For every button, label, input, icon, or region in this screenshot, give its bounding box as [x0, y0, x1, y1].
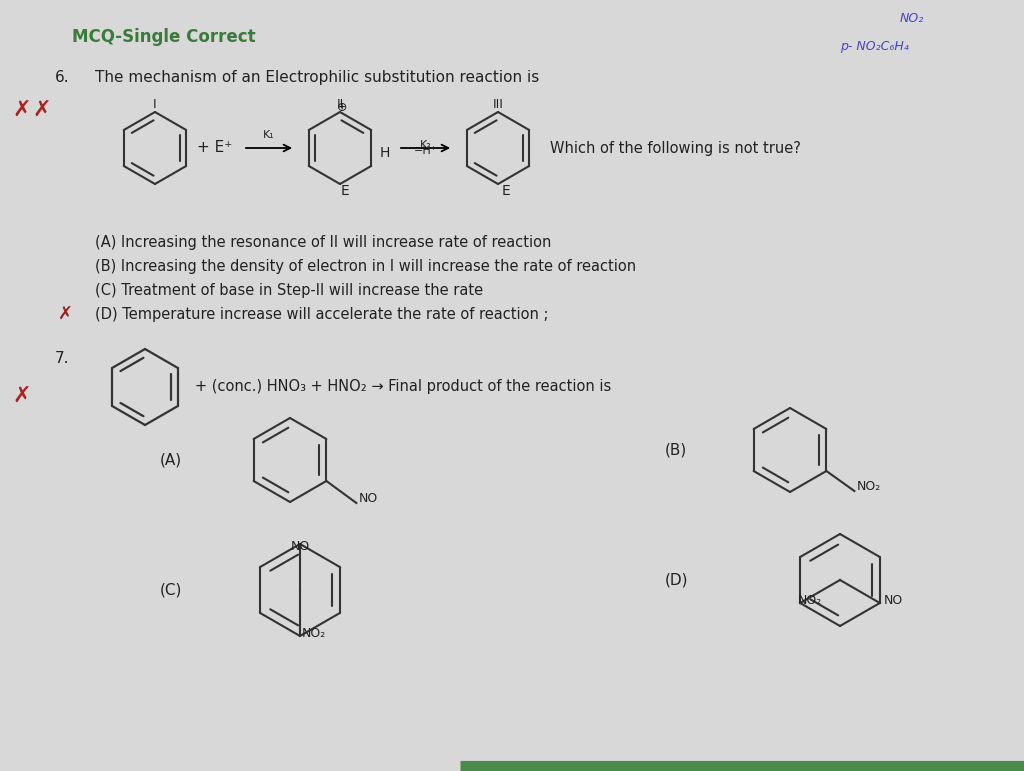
Text: (C) Treatment of base in Step-II will increase the rate: (C) Treatment of base in Step-II will in…	[95, 283, 483, 298]
Text: NO₂: NO₂	[856, 480, 881, 493]
Text: E: E	[341, 184, 349, 198]
Text: (D) Temperature increase will accelerate the rate of reaction ;: (D) Temperature increase will accelerate…	[95, 307, 549, 322]
Text: I: I	[154, 98, 157, 111]
Text: NO₂: NO₂	[900, 12, 925, 25]
Text: 6.: 6.	[55, 70, 70, 85]
Text: (B) Increasing the density of electron in I will increase the rate of reaction: (B) Increasing the density of electron i…	[95, 259, 636, 274]
Text: + (conc.) HNO₃ + HNO₂ → Final product of the reaction is: + (conc.) HNO₃ + HNO₂ → Final product of…	[195, 379, 611, 395]
Text: ✗: ✗	[12, 100, 31, 120]
Text: Which of the following is not true?: Which of the following is not true?	[550, 140, 801, 156]
Text: K₁: K₁	[263, 130, 274, 140]
Text: III: III	[493, 98, 504, 111]
Text: (D): (D)	[665, 573, 688, 588]
Text: ✗: ✗	[58, 305, 73, 323]
Text: II: II	[336, 98, 344, 111]
Text: NO: NO	[884, 594, 903, 607]
Text: (B): (B)	[665, 443, 687, 457]
Text: NO: NO	[358, 492, 378, 505]
Text: −H⁺: −H⁺	[414, 146, 437, 156]
Text: NO: NO	[291, 540, 309, 553]
Text: K₂: K₂	[420, 140, 431, 150]
Text: NO₂: NO₂	[302, 627, 327, 640]
Text: (C): (C)	[160, 583, 182, 598]
Text: (A): (A)	[160, 453, 182, 467]
Text: The mechanism of an Electrophilic substitution reaction is: The mechanism of an Electrophilic substi…	[95, 70, 540, 85]
Text: 7.: 7.	[55, 351, 70, 366]
Text: ✗: ✗	[32, 100, 50, 120]
Text: ✗: ✗	[12, 386, 31, 406]
Text: p- NO₂C₆H₄: p- NO₂C₆H₄	[840, 40, 908, 53]
Text: (A) Increasing the resonance of II will increase rate of reaction: (A) Increasing the resonance of II will …	[95, 235, 551, 250]
Text: H: H	[380, 146, 390, 160]
Text: + E⁺: + E⁺	[197, 140, 232, 156]
Text: ⊕: ⊕	[337, 101, 347, 114]
Text: E: E	[502, 184, 510, 198]
Text: NO₂: NO₂	[798, 594, 822, 607]
Text: MCQ-Single Correct: MCQ-Single Correct	[72, 28, 256, 46]
